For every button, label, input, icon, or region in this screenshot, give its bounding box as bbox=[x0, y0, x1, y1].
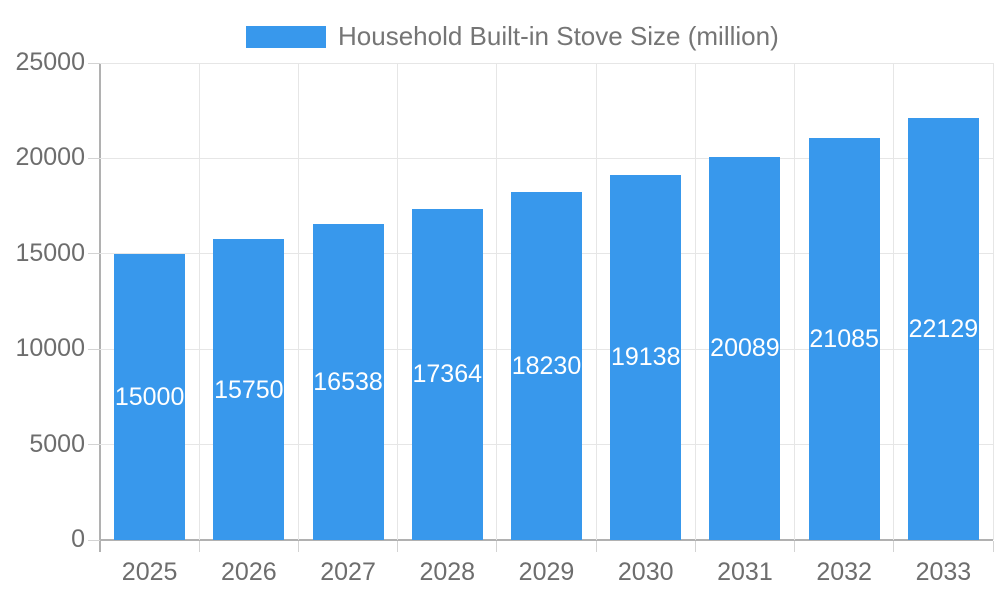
x-axis-tick-label: 2031 bbox=[717, 558, 773, 586]
x-tick-mark bbox=[694, 541, 696, 552]
bar-value-label: 18230 bbox=[511, 352, 582, 381]
bar[interactable] bbox=[610, 174, 682, 540]
y-axis-tick-label: 0 bbox=[71, 525, 85, 553]
bar-value-label: 21085 bbox=[809, 324, 879, 353]
x-axis-tick-label: 2026 bbox=[221, 558, 277, 586]
legend[interactable]: Household Built-in Stove Size (million) bbox=[246, 21, 779, 52]
y-tick-mark bbox=[88, 444, 100, 446]
y-tick-mark bbox=[88, 253, 100, 255]
bar-value-label: 17364 bbox=[412, 360, 483, 389]
x-axis-tick-label: 2032 bbox=[816, 558, 872, 586]
bar[interactable] bbox=[511, 192, 582, 540]
legend-swatch-icon bbox=[246, 25, 326, 48]
y-tick-mark bbox=[88, 348, 100, 350]
y-axis-line bbox=[99, 63, 101, 552]
x-gridline bbox=[297, 63, 299, 540]
y-tick-mark bbox=[88, 62, 100, 64]
y-axis-tick-label: 20000 bbox=[15, 143, 85, 172]
bar-value-label: 20089 bbox=[710, 334, 780, 363]
x-axis-tick-label: 2033 bbox=[915, 558, 972, 586]
x-axis-tick-label: 2025 bbox=[121, 558, 178, 586]
x-tick-mark bbox=[794, 541, 796, 552]
y-tick-mark bbox=[88, 539, 100, 541]
y-axis-tick-label: 25000 bbox=[15, 48, 85, 76]
bar[interactable] bbox=[411, 208, 483, 540]
x-axis-tick-label: 2030 bbox=[617, 558, 674, 586]
x-tick-mark bbox=[893, 541, 895, 552]
x-axis-tick-label: 2027 bbox=[320, 558, 376, 586]
bar[interactable] bbox=[213, 239, 285, 540]
x-axis-line bbox=[100, 539, 993, 541]
x-tick-mark bbox=[198, 541, 200, 552]
bar[interactable] bbox=[907, 117, 979, 540]
bar[interactable] bbox=[709, 156, 781, 540]
x-gridline bbox=[198, 63, 200, 540]
x-tick-mark bbox=[297, 541, 299, 552]
x-gridline bbox=[496, 63, 498, 540]
bar[interactable] bbox=[312, 224, 384, 540]
y-gridline bbox=[100, 157, 993, 159]
bar[interactable] bbox=[114, 253, 186, 540]
bar-value-label: 15000 bbox=[114, 382, 185, 411]
y-axis-tick-label: 5000 bbox=[29, 429, 85, 458]
y-gridline bbox=[100, 62, 993, 64]
x-gridline bbox=[794, 63, 796, 540]
x-gridline bbox=[694, 63, 696, 540]
x-tick-mark bbox=[992, 541, 994, 552]
x-tick-mark bbox=[496, 541, 498, 552]
bar[interactable] bbox=[808, 137, 880, 540]
x-gridline bbox=[595, 63, 597, 540]
y-axis-tick-label: 15000 bbox=[15, 238, 85, 267]
y-tick-mark bbox=[88, 157, 100, 159]
x-gridline bbox=[992, 63, 994, 540]
bar-value-label: 15750 bbox=[214, 375, 284, 404]
x-axis-tick-label: 2029 bbox=[518, 558, 575, 586]
legend-label: Household Built-in Stove Size (million) bbox=[338, 21, 779, 51]
bar-value-label: 22129 bbox=[908, 314, 979, 343]
x-tick-mark bbox=[397, 541, 399, 552]
bar-value-label: 16538 bbox=[313, 368, 383, 397]
x-axis-tick-label: 2028 bbox=[419, 558, 476, 586]
x-gridline bbox=[397, 63, 399, 540]
y-axis-tick-label: 10000 bbox=[15, 334, 85, 363]
x-gridline bbox=[893, 63, 895, 540]
x-tick-mark bbox=[595, 541, 597, 552]
bar-value-label: 19138 bbox=[610, 343, 681, 372]
